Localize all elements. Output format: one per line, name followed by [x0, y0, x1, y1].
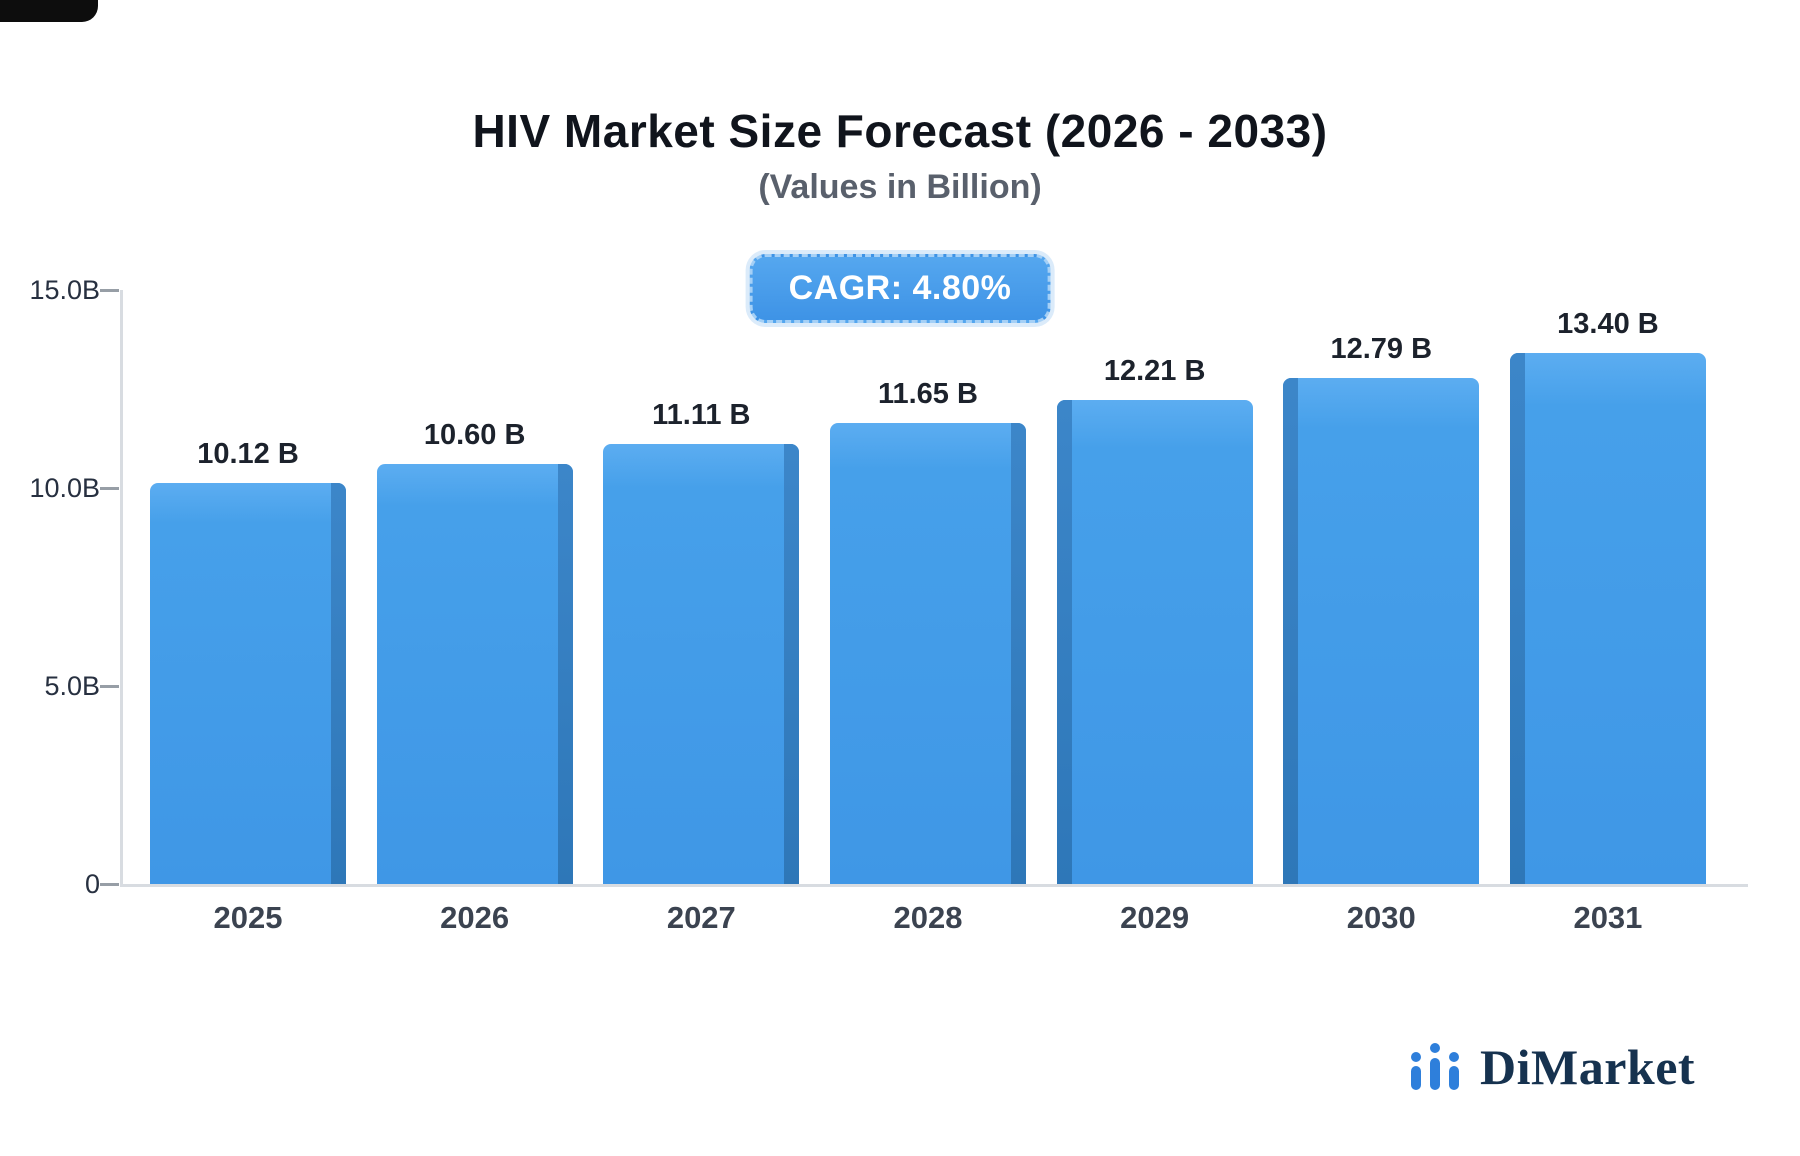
- x-axis-labels: 2025 2026 2027 2028 2029 2030 2031: [130, 900, 1740, 936]
- plot-area: 10.12 B 10.60 B 11.11 B 11.65 B 12.21 B …: [130, 290, 1740, 885]
- y-tick-label-0: 0: [84, 869, 100, 899]
- y-tick-mark: [100, 487, 119, 490]
- y-tick-label-10: 10.0B: [29, 473, 100, 503]
- bar-group-2030: 12.79 B: [1283, 290, 1480, 885]
- y-tick-label-15: 15.0B: [29, 275, 100, 305]
- bar-value-label: 12.21 B: [1103, 355, 1206, 388]
- bar-value-label: 10.12 B: [197, 438, 299, 471]
- bar-group-2025: 10.12 B: [150, 290, 346, 884]
- x-label-2025: 2025: [213, 900, 283, 935]
- chart-subtitle: (Values in Billion): [758, 168, 1042, 206]
- y-tick-label-5: 5.0B: [44, 671, 100, 701]
- corner-artifact: [0, 0, 98, 22]
- bar-2031: [1509, 353, 1706, 884]
- bar-2029: [1056, 400, 1253, 884]
- x-label-2029: 2029: [1120, 900, 1190, 935]
- bar-value-label: 13.40 B: [1557, 308, 1659, 341]
- bar-2026: [376, 464, 573, 884]
- x-label-2026: 2026: [440, 900, 510, 935]
- cagr-badge: CAGR: 4.80%: [749, 254, 1051, 323]
- bar-2025: [150, 483, 346, 884]
- y-tick-mark: [100, 685, 119, 688]
- bar-value-label: 11.65 B: [877, 377, 978, 410]
- y-tick-mark: [100, 883, 119, 886]
- bar-group-2029: 12.21 B: [1056, 290, 1253, 884]
- bar-2030: [1283, 377, 1480, 885]
- logo-text: DiMarket: [1480, 1038, 1696, 1095]
- bar-2028: [829, 422, 1026, 885]
- bar-group-2028: 11.65 B: [829, 290, 1026, 885]
- y-axis-line: [120, 290, 123, 886]
- x-label-2027: 2027: [666, 900, 736, 935]
- x-label-2031: 2031: [1573, 900, 1643, 935]
- bar-group-2027: 11.11 B: [603, 290, 800, 884]
- chart-title: HIV Market Size Forecast (2026 - 2033): [472, 105, 1328, 157]
- logo: DiMarket: [1406, 1034, 1695, 1099]
- bar-chart-icon: [1406, 1034, 1468, 1099]
- bar-group-2026: 10.60 B: [376, 290, 573, 884]
- bar-value-label: 11.11 B: [652, 399, 751, 432]
- bar-2027: [603, 444, 800, 884]
- bar-group-2031: 13.40 B: [1509, 290, 1706, 884]
- bar-value-label: 10.60 B: [423, 419, 526, 452]
- x-label-2028: 2028: [893, 900, 963, 935]
- y-tick-mark: [100, 289, 119, 292]
- x-axis-line: [120, 884, 1748, 887]
- bar-value-label: 12.79 B: [1330, 332, 1433, 365]
- x-label-2030: 2030: [1346, 900, 1416, 935]
